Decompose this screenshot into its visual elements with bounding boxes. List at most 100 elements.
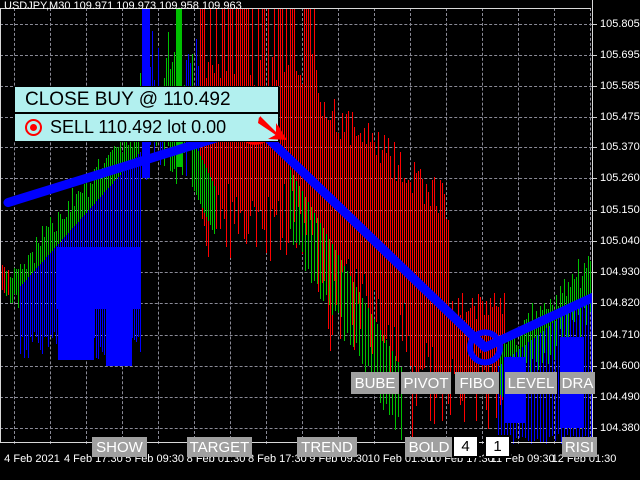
price-bar: [538, 316, 539, 370]
price-bar: [28, 277, 29, 359]
price-bar: [20, 286, 21, 354]
price-bar: [48, 255, 49, 347]
price-bar: [436, 206, 437, 398]
bold-period-input[interactable]: 4: [452, 435, 479, 458]
price-bar: [362, 141, 363, 285]
price-tick-mark: [593, 303, 597, 305]
price-bar: [386, 152, 387, 340]
price-bar: [288, 65, 289, 244]
price-bar: [498, 365, 499, 435]
price-bar: [402, 182, 403, 341]
price-bar: [396, 180, 397, 361]
price-bar: [532, 303, 533, 360]
price-bar: [390, 155, 391, 387]
price-bar: [304, 8, 305, 224]
price-bar: [342, 112, 343, 273]
chart-plot-area[interactable]: [0, 8, 592, 444]
price-tick-label: 105.150: [600, 203, 640, 216]
price-bar: [40, 264, 41, 351]
price-bar: [26, 279, 27, 350]
price-bar: [574, 278, 575, 323]
price-bar: [366, 144, 367, 297]
price-bar: [208, 172, 209, 222]
price-bar: [104, 162, 105, 194]
price-bar: [22, 284, 23, 337]
price-bar: [14, 267, 15, 294]
price-bar: [438, 212, 439, 376]
price-bar: [460, 314, 461, 405]
price-bar: [86, 180, 87, 217]
price-bar: [6, 270, 7, 297]
price-bar: [450, 309, 451, 415]
risk-button[interactable]: RISI: [562, 437, 597, 457]
price-bar: [332, 244, 333, 316]
target-button[interactable]: TARGET: [187, 437, 252, 457]
price-bar: [422, 178, 423, 371]
price-bar: [302, 191, 303, 252]
trend-button[interactable]: TREND: [297, 437, 357, 457]
price-bar: [401, 366, 402, 440]
pivot-button[interactable]: PIVOT: [401, 372, 451, 394]
price-bar: [294, 8, 295, 223]
gridline-horizontal: [0, 54, 592, 56]
price-tick-label: 104.600: [600, 359, 640, 372]
fibo-button[interactable]: FIBO: [455, 372, 499, 394]
price-bar: [488, 315, 489, 429]
price-bar: [206, 168, 207, 217]
price-bar: [382, 149, 383, 341]
price-bar: [591, 292, 592, 439]
sell-row[interactable]: SELL 110.492 lot 0.00: [15, 114, 287, 141]
price-bar: [466, 312, 467, 395]
price-bar: [500, 348, 501, 396]
price-bar: [350, 145, 351, 288]
price-bar: [54, 248, 55, 333]
bubble-button[interactable]: BUBE: [351, 372, 399, 394]
price-bar: [414, 162, 415, 367]
price-bar: [410, 182, 411, 367]
show-button[interactable]: SHOW: [92, 437, 147, 457]
level-button[interactable]: LEVEL: [505, 372, 557, 394]
price-tick-label: 104.710: [600, 328, 640, 341]
gridline-vertical: [14, 8, 15, 444]
sell-marker-icon: [25, 119, 42, 136]
price-tick-mark: [593, 334, 597, 336]
price-bar: [454, 315, 455, 375]
bold-shift-input[interactable]: 1: [484, 435, 511, 458]
price-tick-label: 105.695: [600, 48, 640, 61]
price-bar: [46, 257, 47, 337]
price-bar: [350, 276, 351, 346]
draw-button[interactable]: DRA: [560, 372, 595, 394]
price-bar: [544, 302, 545, 354]
price-bar: [514, 334, 515, 379]
price-axis[interactable]: 105.805 105.695 105.585 105.475 105.370 105.2…: [593, 8, 640, 460]
time-tick-label: 4 Feb 2021: [4, 453, 60, 465]
symbol-ohlc-header: USDJPY,M30 109.971 109.973 109.958 109.9…: [4, 0, 242, 12]
price-bar: [368, 308, 369, 367]
price-bar: [341, 260, 342, 318]
price-bar: [344, 265, 345, 341]
price-bar: [494, 293, 495, 377]
price-bar: [282, 8, 283, 238]
trade-info-panel[interactable]: CLOSE BUY @ 110.492 SELL 110.492 lot 0.0…: [14, 86, 287, 142]
price-tick-label: 104.380: [600, 422, 640, 435]
price-bar: [558, 318, 559, 435]
bold-button[interactable]: BOLD: [405, 437, 453, 457]
price-bar: [326, 233, 327, 296]
price-bar: [114, 146, 115, 186]
price-bar: [464, 320, 465, 423]
price-bar: [192, 138, 193, 187]
price-bar: [338, 255, 339, 313]
price-bar: [359, 292, 360, 356]
price-bar: [408, 180, 409, 337]
signal-zone-block: [58, 309, 94, 361]
price-bar: [194, 142, 195, 192]
price-tick-label: 105.370: [600, 141, 640, 154]
price-bar: [212, 181, 213, 230]
price-bar: [112, 149, 113, 189]
price-bar: [198, 151, 199, 200]
price-bar: [368, 123, 369, 333]
price-bar: [374, 142, 375, 290]
close-buy-row[interactable]: CLOSE BUY @ 110.492: [15, 87, 278, 114]
price-bar: [418, 171, 419, 377]
